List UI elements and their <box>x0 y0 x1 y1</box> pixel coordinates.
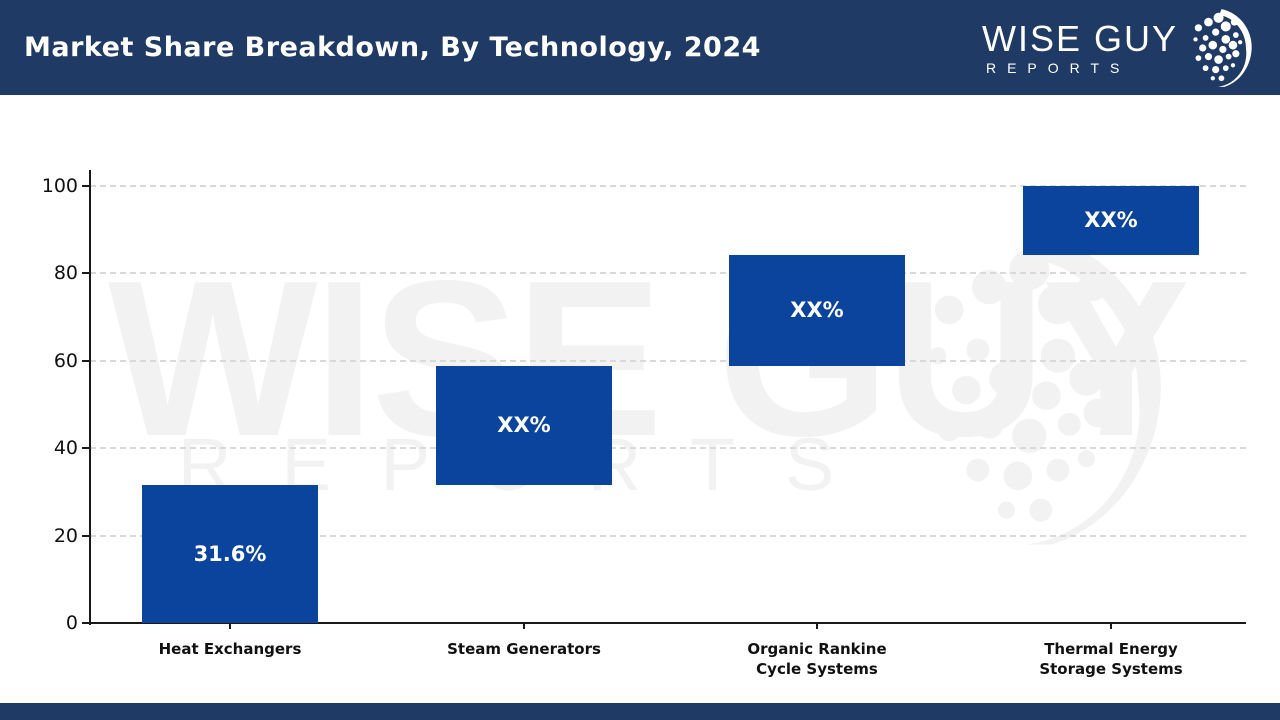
y-axis-line <box>89 170 91 625</box>
header-banner: Market Share Breakdown, By Technology, 2… <box>0 0 1280 95</box>
x-category-label: Organic Rankine Cycle Systems <box>747 640 887 679</box>
y-tick-mark <box>82 272 89 274</box>
y-tick-label: 100 <box>41 174 78 197</box>
x-tick-mark <box>816 624 818 629</box>
footer-banner <box>0 703 1280 720</box>
bar-value-label: XX% <box>497 413 551 438</box>
y-tick-mark <box>82 447 89 449</box>
logo-wordmark: WISE GUY <box>981 17 1178 59</box>
bar-segment: 31.6% <box>142 484 318 623</box>
y-tick-label: 40 <box>53 437 78 459</box>
chart-title: Market Share Breakdown, By Technology, 2… <box>24 32 761 63</box>
y-tick-label: 20 <box>53 524 78 547</box>
gridline-y80 <box>90 272 1246 274</box>
gridline-y60 <box>90 359 1246 362</box>
gridline-y40 <box>90 447 1246 449</box>
x-category-label: Heat Exchangers <box>158 640 302 658</box>
y-tick-mark <box>82 184 89 187</box>
y-tick-mark <box>82 622 89 624</box>
logo-text: WISE GUY REPORTS <box>981 17 1178 76</box>
bar-segment: XX% <box>729 254 905 366</box>
bar-value-label: XX% <box>1084 208 1138 233</box>
y-tick-label: 60 <box>53 349 78 372</box>
logo-face-icon <box>1184 7 1256 89</box>
y-tick-label: 0 <box>65 612 78 634</box>
bar-value-label: XX% <box>790 298 844 323</box>
y-tick-label: 80 <box>53 262 78 284</box>
y-tick-mark <box>82 359 89 362</box>
wise-guy-logo: WISE GUY REPORTS <box>982 7 1256 89</box>
x-category-label: Steam Generators <box>447 640 601 658</box>
x-axis-line <box>88 622 1246 624</box>
y-tick-mark <box>82 534 89 537</box>
x-tick-mark <box>1110 624 1112 629</box>
x-tick-mark <box>229 624 231 629</box>
bar-value-label: 31.6% <box>193 541 267 566</box>
gridline-y20 <box>90 534 1246 537</box>
bar-segment: XX% <box>1023 185 1199 255</box>
x-tick-mark <box>523 624 525 629</box>
bar-segment: XX% <box>436 365 612 485</box>
logo-reports-text: REPORTS <box>985 59 1131 76</box>
gridline-y100 <box>90 184 1246 187</box>
x-category-label: Thermal Energy Storage Systems <box>1039 640 1183 679</box>
